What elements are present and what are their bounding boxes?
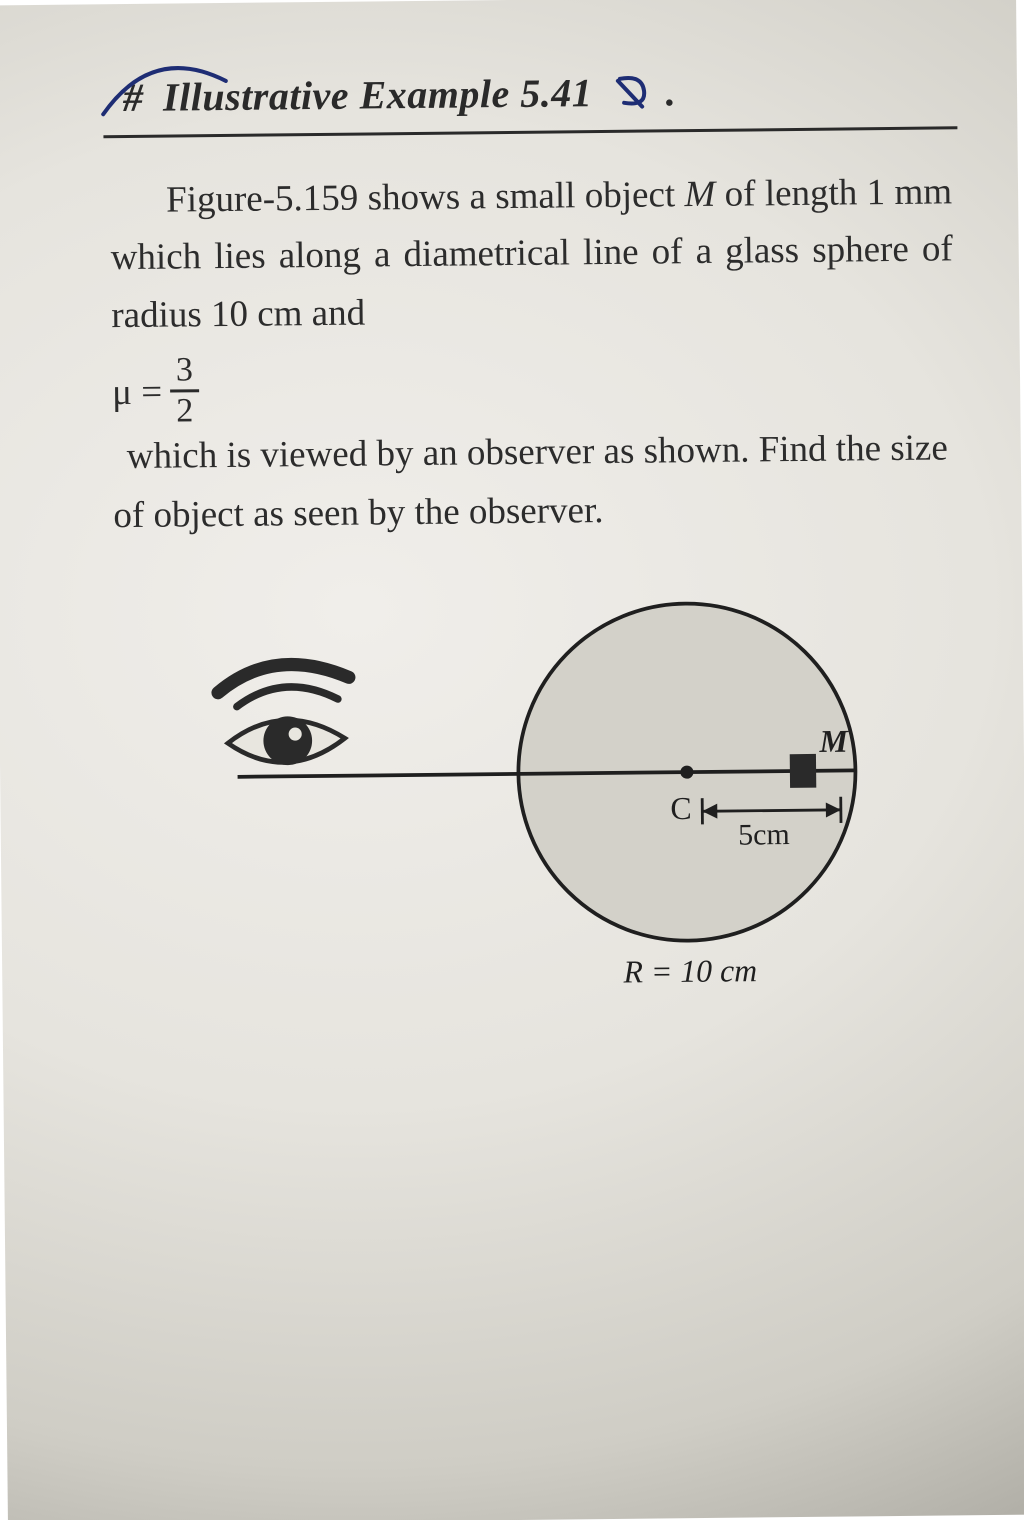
- label-R: R = 10 cm: [622, 954, 757, 990]
- mu-after-text: which is viewed by an observer as shown.…: [127, 424, 948, 481]
- problem-paragraph: Figure-5.159 shows a small object M of l…: [110, 163, 954, 344]
- heading-row: # Illustrative Example 5.41 .: [123, 65, 957, 121]
- para2: of object as seen by the observer.: [113, 478, 956, 544]
- object-M: [790, 754, 817, 788]
- figure-wrap: M C 5cm: [108, 564, 967, 1013]
- label-5cm: 5cm: [738, 819, 790, 853]
- para-line1a: Figure-5.159 shows a small object: [166, 174, 685, 220]
- label-C: C: [670, 791, 692, 826]
- para-italic-M: M: [684, 174, 715, 215]
- figure-svg: M C 5cm: [155, 564, 920, 1012]
- page: # Illustrative Example 5.41 . Figure-5.1…: [0, 0, 1024, 1520]
- heading-underline: [103, 126, 957, 138]
- mu-denominator: 2: [170, 392, 199, 430]
- heading-hash: #: [123, 74, 143, 121]
- heading-title: Illustrative Example 5.41: [163, 69, 593, 120]
- pen-squiggle-icon: [612, 72, 652, 112]
- heading-dot: .: [664, 68, 674, 115]
- eye-icon: [218, 664, 350, 766]
- mu-eq: μ =: [112, 369, 162, 418]
- label-M: M: [818, 724, 849, 759]
- mu-fraction: 3 2: [170, 351, 200, 430]
- mu-line: μ = 3 2 which is viewed by an observer a…: [112, 345, 955, 481]
- mu-numerator: 3: [170, 351, 199, 389]
